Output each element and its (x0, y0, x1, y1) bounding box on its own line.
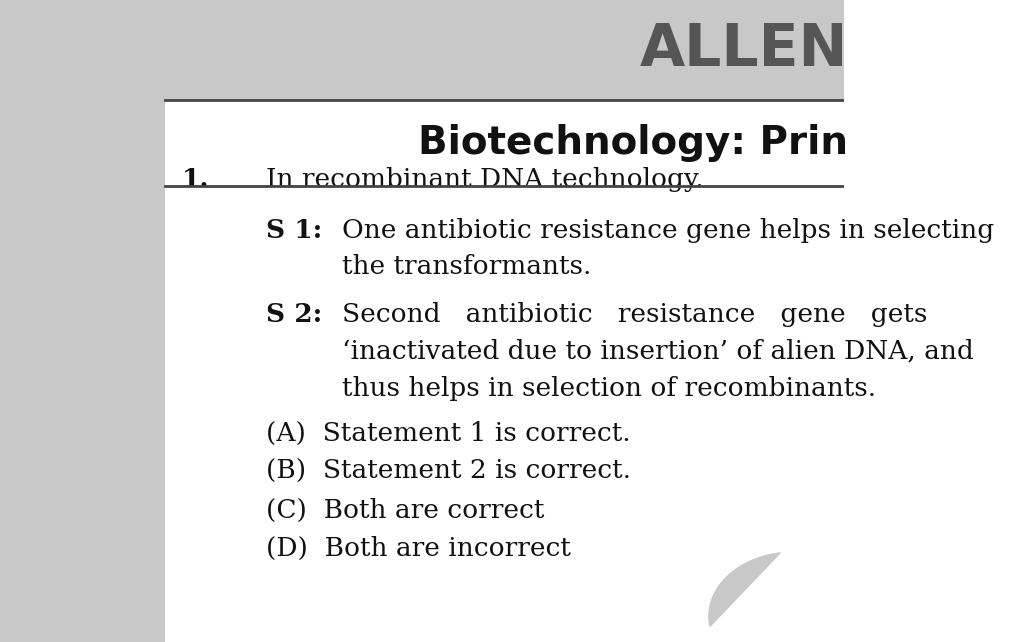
Text: S 1:: S 1: (266, 218, 323, 243)
Text: One antibiotic resistance gene helps in selecting: One antibiotic resistance gene helps in … (342, 218, 994, 243)
Text: In recombinant DNA technology.: In recombinant DNA technology. (266, 167, 703, 192)
Text: S 2:: S 2: (266, 302, 323, 327)
Text: (A)  Statement 1 is correct.: (A) Statement 1 is correct. (266, 421, 631, 446)
Text: 1.: 1. (181, 167, 209, 192)
FancyBboxPatch shape (165, 100, 844, 186)
FancyBboxPatch shape (165, 0, 844, 100)
Text: ALLEN: ALLEN (640, 21, 848, 78)
Text: thus helps in selection of recombinants.: thus helps in selection of recombinants. (342, 376, 876, 401)
Text: the transformants.: the transformants. (342, 254, 591, 279)
Polygon shape (709, 553, 780, 627)
Text: (C)  Both are correct: (C) Both are correct (266, 498, 544, 523)
Text: (B)  Statement 2 is correct.: (B) Statement 2 is correct. (266, 459, 631, 484)
Text: Second   antibiotic   resistance   gene   gets: Second antibiotic resistance gene gets (342, 302, 927, 327)
Text: ‘inactivated due to insertion’ of alien DNA, and: ‘inactivated due to insertion’ of alien … (342, 339, 974, 364)
FancyBboxPatch shape (165, 186, 844, 642)
Text: (D)  Both are incorrect: (D) Both are incorrect (266, 536, 570, 561)
FancyBboxPatch shape (0, 0, 165, 642)
Text: Biotechnology: Prin: Biotechnology: Prin (418, 124, 848, 162)
